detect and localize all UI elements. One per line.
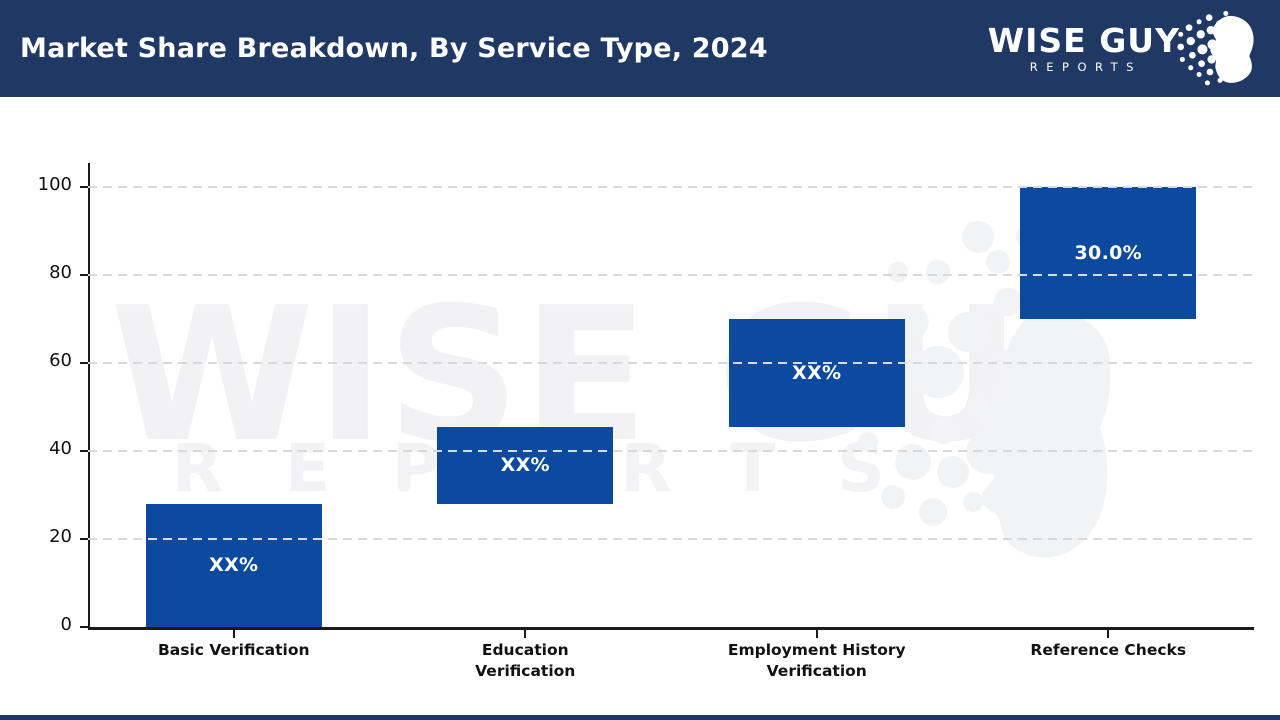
gridline-y-80 xyxy=(88,274,1254,276)
y-axis-tick-label: 0 xyxy=(60,614,72,635)
bar-education-verification: XX% xyxy=(437,426,614,504)
y-axis-tick-label: 40 xyxy=(49,438,72,459)
bar-reference-checks: 30.0% xyxy=(1020,187,1197,319)
x-tick-mark xyxy=(232,630,235,638)
page-title: Market Share Breakdown, By Service Type,… xyxy=(20,33,768,64)
wise-guy-reports-logo: WISE GUY REPORTS xyxy=(988,6,1280,92)
bar-value-label: XX% xyxy=(792,361,842,384)
logo-name: WISE GUY xyxy=(987,20,1180,60)
y-axis-spine xyxy=(88,163,90,627)
bar-value-label: XX% xyxy=(500,454,550,477)
x-axis-spine xyxy=(88,627,1254,630)
bar-value-label: XX% xyxy=(209,554,259,577)
gridline-y-20 xyxy=(88,538,1254,540)
bar-value-label: 30.0% xyxy=(1074,242,1142,264)
logo-dot-face-icon xyxy=(1177,10,1254,85)
bar-basic-verification: XX% xyxy=(145,503,322,627)
y-axis-tick-label: 20 xyxy=(49,526,72,547)
y-axis-tick-label: 60 xyxy=(49,350,72,371)
y-axis-tick-label: 80 xyxy=(49,262,72,283)
header-bar: Market Share Breakdown, By Service Type,… xyxy=(0,0,1280,97)
y-tick-mark xyxy=(80,626,88,628)
x-axis-category-label: Employment History Verification xyxy=(727,641,906,680)
x-tick-mark xyxy=(524,630,527,638)
y-tick-mark xyxy=(80,362,88,364)
footer-strip xyxy=(0,715,1280,720)
y-tick-mark xyxy=(80,538,88,540)
y-axis-tick-label: 100 xyxy=(37,174,72,195)
gridline-y-60 xyxy=(88,362,1254,364)
logo-subtitle: REPORTS xyxy=(1029,59,1142,74)
bar-employment-history-verification: XX% xyxy=(728,319,905,427)
x-axis-category-label: Basic Verification xyxy=(157,641,310,659)
y-tick-mark xyxy=(80,186,88,188)
y-tick-mark xyxy=(80,274,88,276)
y-tick-mark xyxy=(80,450,88,452)
x-axis-category-label: Reference Checks xyxy=(1030,641,1187,659)
x-tick-mark xyxy=(815,630,818,638)
gridline-y-40 xyxy=(88,450,1254,452)
gridline-y-100 xyxy=(88,186,1254,188)
x-axis-category-label: Education Verification xyxy=(475,641,576,680)
logo-text: WISE GUY REPORTS xyxy=(988,24,1180,74)
x-tick-mark xyxy=(1107,630,1110,638)
